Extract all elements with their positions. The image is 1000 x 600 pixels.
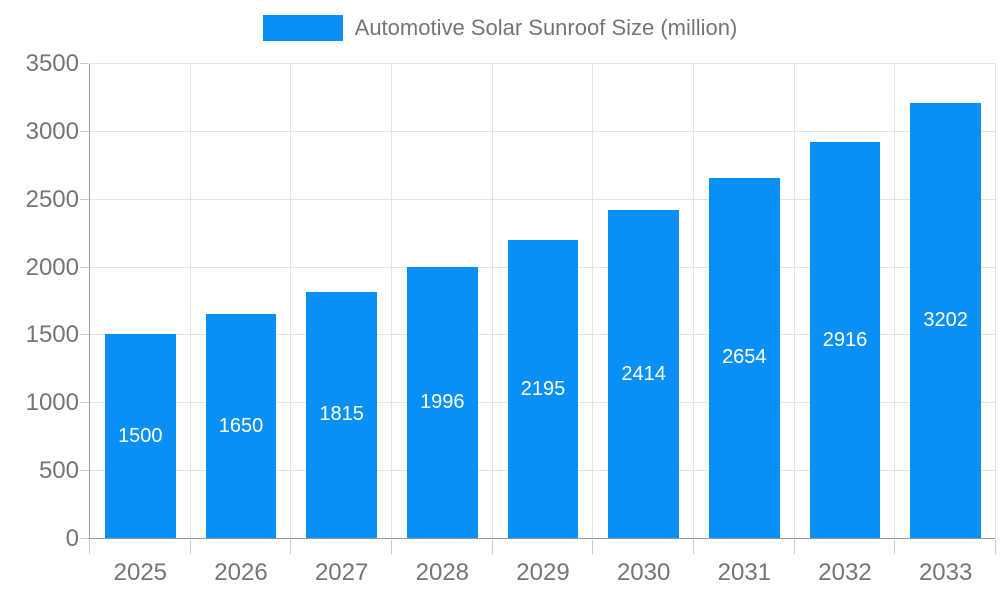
bar-value-label: 2916	[822, 328, 868, 351]
x-axis-label: 2032	[818, 559, 872, 586]
bar-value-label: 1996	[420, 391, 465, 414]
x-axis-tick	[290, 540, 292, 554]
x-axis-tick	[693, 540, 694, 554]
x-axis-label: 2029	[516, 559, 570, 586]
bar-2028[interactable]: 1996	[407, 267, 478, 538]
y-axis-label: 1000	[25, 389, 79, 417]
gridline	[693, 64, 694, 538]
y-axis-label: 1500	[25, 321, 79, 349]
x-axis-label: 2030	[616, 559, 671, 586]
y-axis-tick	[80, 266, 89, 268]
y-axis-tick	[80, 130, 89, 132]
legend-swatch	[262, 15, 343, 41]
x-axis-tick	[894, 540, 896, 554]
x-axis-tick	[89, 540, 90, 554]
y-axis-tick	[80, 63, 89, 64]
bar-2030[interactable]: 2414	[608, 210, 679, 538]
x-axis-label: 2025	[113, 559, 168, 586]
bar-2027[interactable]: 1815	[306, 291, 377, 538]
bar-value-label: 2654	[722, 346, 767, 369]
y-axis-label: 0	[65, 525, 79, 552]
y-axis-label: 2500	[25, 185, 79, 213]
bar-value-label: 1500	[118, 424, 163, 447]
y-axis-tick	[80, 470, 89, 472]
gridline	[491, 64, 493, 538]
gridline	[995, 64, 996, 538]
bar-2031[interactable]: 2654	[709, 177, 780, 538]
x-axis-tick	[189, 540, 191, 554]
bar-2026[interactable]: 1650	[205, 314, 277, 538]
gridline	[90, 63, 995, 64]
gridline	[290, 64, 292, 538]
x-axis-tick	[793, 540, 795, 554]
gridline	[894, 64, 896, 538]
bar-value-label: 2414	[621, 362, 666, 385]
x-axis-tick	[592, 540, 594, 554]
y-axis-tick	[80, 334, 89, 336]
gridline	[189, 64, 191, 538]
y-axis-tick	[80, 538, 89, 539]
x-axis-label: 2031	[717, 559, 772, 586]
gridline	[592, 64, 594, 538]
gridline	[90, 198, 995, 200]
y-axis-label: 3500	[25, 50, 79, 77]
gridline	[90, 130, 995, 132]
bar-2032[interactable]: 2916	[809, 142, 881, 538]
bar-2029[interactable]: 2195	[507, 240, 579, 538]
legend-label: Automotive Solar Sunroof Size (million)	[354, 15, 738, 40]
bar-value-label: 2195	[520, 377, 566, 400]
plot-area: 0 500 1000 1500 2000 2500 3000 3500 1500 2025 1650…	[26, 50, 996, 586]
bar-2025[interactable]: 1500	[105, 334, 176, 538]
bar-value-label: 1815	[319, 403, 364, 426]
legend-item[interactable]: Automotive Solar Sunroof Size (million)	[0, 15, 1000, 41]
bar-value-label: 1650	[218, 414, 264, 437]
x-axis-label: 2033	[918, 559, 973, 586]
x-axis-label: 2028	[415, 559, 470, 586]
gridline	[391, 64, 392, 538]
y-axis-tick	[80, 198, 89, 200]
x-axis-tick	[995, 540, 996, 554]
y-axis-label: 3000	[25, 117, 79, 145]
bar-value-label: 3202	[923, 309, 968, 332]
y-axis-tick	[80, 402, 89, 404]
bar-2033[interactable]: 3202	[910, 103, 981, 538]
y-axis-label: 2000	[25, 253, 79, 281]
y-axis-label: 500	[38, 457, 79, 485]
gridline	[793, 64, 795, 538]
x-axis-label: 2027	[314, 559, 369, 586]
x-axis-tick	[391, 540, 392, 554]
x-axis-label: 2026	[214, 559, 268, 586]
x-axis-tick	[491, 540, 493, 554]
